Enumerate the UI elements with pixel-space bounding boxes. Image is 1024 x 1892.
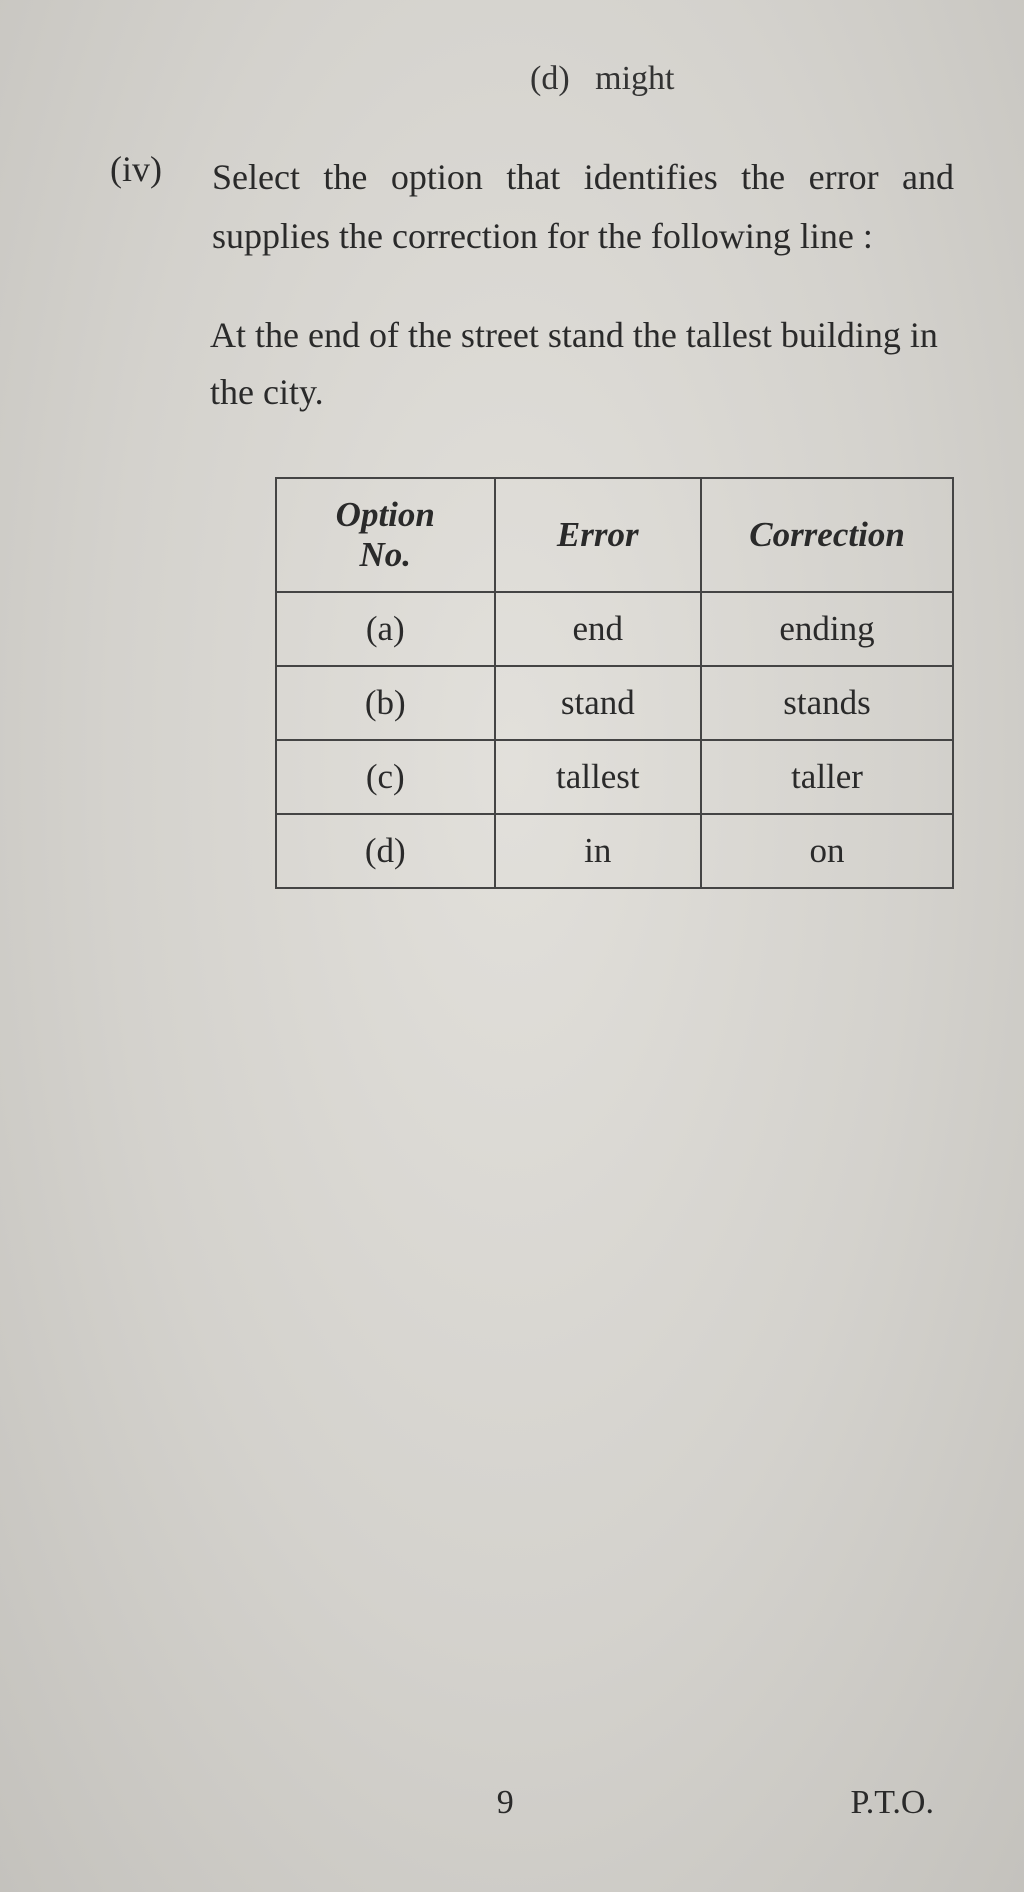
option-label: (c) bbox=[276, 740, 495, 814]
header-error: Error bbox=[495, 478, 701, 592]
header-correction: Correction bbox=[701, 478, 953, 592]
prev-option-text: might bbox=[595, 60, 674, 97]
prev-option-line: (d) might bbox=[530, 60, 954, 98]
table-row: (c) tallest taller bbox=[276, 740, 953, 814]
option-correction: stands bbox=[701, 666, 953, 740]
table-row: (b) stand stands bbox=[276, 666, 953, 740]
option-label: (b) bbox=[276, 666, 495, 740]
table-header-row: Option No. Error Correction bbox=[276, 478, 953, 592]
option-error: end bbox=[495, 592, 701, 666]
option-correction: taller bbox=[701, 740, 953, 814]
option-correction: on bbox=[701, 814, 953, 888]
exam-page: (d) might (iv) Select the option that id… bbox=[0, 0, 1024, 1892]
prev-option-label: (d) bbox=[530, 60, 570, 97]
header-option-no: Option No. bbox=[276, 478, 495, 592]
table-row: (a) end ending bbox=[276, 592, 953, 666]
question-row: (iv) Select the option that identifies t… bbox=[110, 148, 954, 267]
question-sentence: At the end of the street stand the talle… bbox=[210, 307, 954, 422]
question-number: (iv) bbox=[110, 148, 190, 190]
option-correction: ending bbox=[701, 592, 953, 666]
option-error: tallest bbox=[495, 740, 701, 814]
question-prompt: Select the option that identifies the er… bbox=[212, 148, 954, 267]
options-table: Option No. Error Correction (a) end endi… bbox=[275, 477, 954, 889]
option-error: stand bbox=[495, 666, 701, 740]
option-error: in bbox=[495, 814, 701, 888]
pto-label: P.T.O. bbox=[851, 1784, 934, 1822]
options-table-wrap: Option No. Error Correction (a) end endi… bbox=[275, 477, 954, 889]
table-row: (d) in on bbox=[276, 814, 953, 888]
page-number: 9 bbox=[160, 1784, 851, 1822]
option-label: (d) bbox=[276, 814, 495, 888]
page-footer: 9 P.T.O. bbox=[0, 1784, 1024, 1822]
option-label: (a) bbox=[276, 592, 495, 666]
